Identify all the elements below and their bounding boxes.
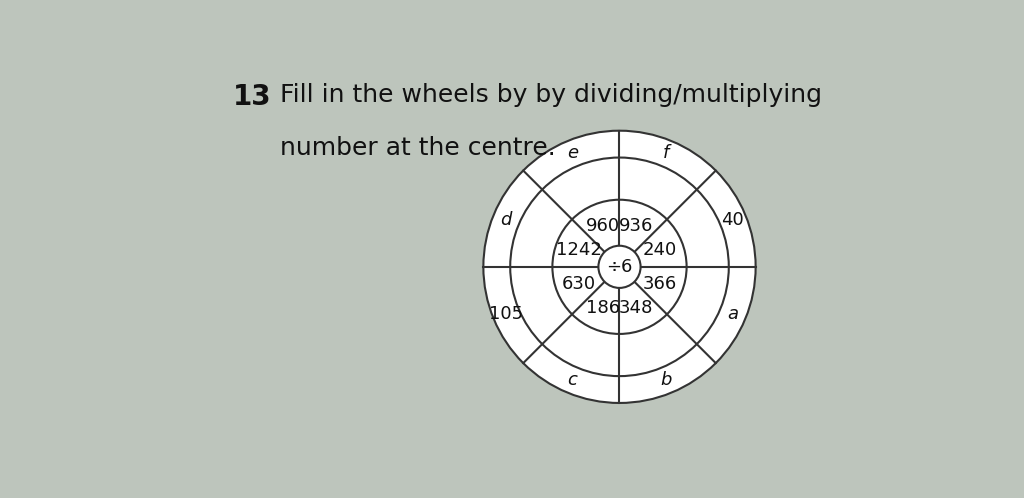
Text: d: d (501, 211, 512, 229)
Text: 40: 40 (722, 211, 744, 229)
Circle shape (598, 246, 641, 288)
Text: 936: 936 (620, 217, 653, 235)
Text: Fill in the wheels by by dividing/multiplying: Fill in the wheels by by dividing/multip… (281, 83, 822, 107)
Text: 1242: 1242 (556, 241, 602, 259)
Circle shape (552, 200, 687, 334)
Text: b: b (660, 371, 672, 389)
Text: 105: 105 (489, 305, 523, 323)
Text: c: c (567, 371, 578, 389)
Text: 960: 960 (586, 217, 620, 235)
Text: f: f (664, 144, 670, 162)
Text: 630: 630 (562, 275, 596, 293)
Text: e: e (567, 144, 579, 162)
Text: a: a (727, 305, 738, 323)
Text: ÷6: ÷6 (606, 258, 633, 276)
Circle shape (483, 130, 756, 403)
Text: number at the centre.: number at the centre. (281, 136, 556, 160)
Text: 366: 366 (643, 275, 677, 293)
Text: 348: 348 (620, 299, 653, 317)
Text: 186: 186 (586, 299, 620, 317)
Circle shape (510, 157, 729, 376)
Text: 13: 13 (232, 83, 271, 111)
Text: 240: 240 (643, 241, 677, 259)
